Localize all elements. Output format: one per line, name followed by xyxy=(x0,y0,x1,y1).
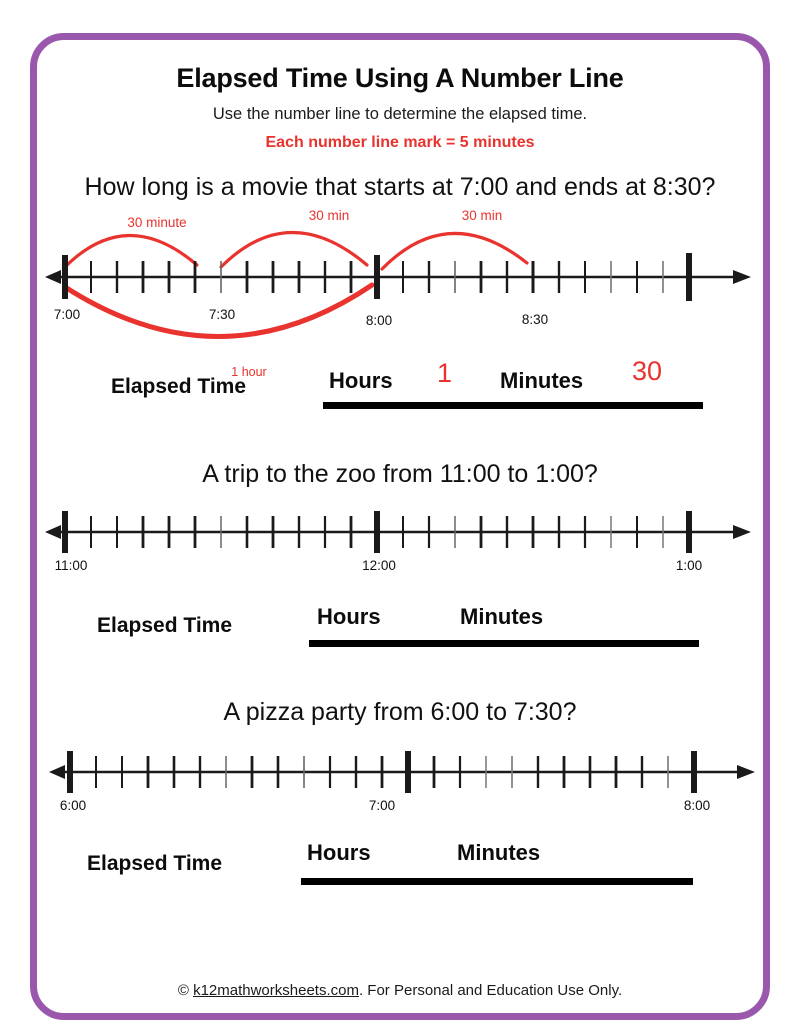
number-line-1: 30 minute 30 min 30 min 1 hour xyxy=(37,207,763,382)
minutes-word-3: Minutes xyxy=(457,840,541,865)
site-link[interactable]: k12mathworksheets.com xyxy=(193,982,359,999)
arc-label-1-1: 30 minute xyxy=(127,215,187,230)
number-line-2: 11:00 12:00 1:00 xyxy=(37,506,763,574)
page-subtitle: Use the number line to determine the ela… xyxy=(212,105,588,123)
answer-box-1[interactable] xyxy=(323,364,703,409)
tick-label-3-2: 7:00 xyxy=(368,798,396,813)
elapsed-time-label-3: Elapsed Time xyxy=(87,852,223,875)
hours-word-3: Hours xyxy=(307,840,371,865)
rule-note: Each number line mark = 5 minutes xyxy=(265,134,535,151)
arc-label-1-4: 1 hour xyxy=(231,365,267,379)
page-title: Elapsed Time Using A Number Line xyxy=(176,63,624,93)
footer-credit: © k12mathworksheets.com. For Personal an… xyxy=(37,982,763,999)
answer-row-1: Elapsed Time Hours 1 Minutes 30 xyxy=(37,356,763,414)
number-line-3: 6:00 7:00 8:00 xyxy=(37,746,763,814)
tick-label-3-1: 6:00 xyxy=(59,798,87,813)
number-line-2-svg xyxy=(45,511,751,553)
tick-label-2-1: 11:00 xyxy=(54,558,88,573)
tick-label-2-2: 12:00 xyxy=(362,558,396,573)
worksheet-page: Elapsed Time Using A Number Line Use the… xyxy=(30,33,770,1020)
footer-rest: . For Personal and Education Use Only. xyxy=(358,982,623,999)
tick-label-1-3: 8:00 xyxy=(365,313,393,328)
minutes-word-2: Minutes xyxy=(460,604,544,629)
answer-row-3: Elapsed Time Hours Minutes xyxy=(37,836,763,892)
elapsed-time-label-2: Elapsed Time xyxy=(97,614,233,637)
answer-row-2: Elapsed Time Hours Minutes xyxy=(37,598,763,654)
number-line-3-svg xyxy=(49,751,755,793)
hours-word-2: Hours xyxy=(317,604,381,629)
hours-answer-1[interactable]: 1 xyxy=(437,358,453,388)
question-3-text: A pizza party from 6:00 to 7:30? xyxy=(223,698,577,726)
question-1-text: How long is a movie that starts at 7:00 … xyxy=(84,173,716,201)
arc-label-1-2: 30 min xyxy=(308,208,350,223)
minutes-word-1: Minutes xyxy=(500,368,584,393)
tick-label-1-1: 7:00 xyxy=(53,307,81,322)
question-2-text: A trip to the zoo from 11:00 to 1:00? xyxy=(202,460,598,488)
answer-box-2[interactable] xyxy=(309,602,699,647)
tick-label-1-2: 7:30 xyxy=(208,307,236,322)
hours-word-1: Hours xyxy=(329,368,393,393)
tick-label-3-3: 8:00 xyxy=(683,798,711,813)
minutes-answer-1[interactable]: 30 xyxy=(632,356,663,386)
answer-box-3[interactable] xyxy=(301,840,693,885)
tick-label-2-3: 1:00 xyxy=(675,558,703,573)
copyright-symbol: © xyxy=(177,982,189,999)
number-line-1-svg xyxy=(45,230,751,339)
tick-label-1-4: 8:30 xyxy=(521,312,549,327)
elapsed-time-label-1: Elapsed Time xyxy=(111,375,247,398)
arc-label-1-3: 30 min xyxy=(461,208,503,223)
